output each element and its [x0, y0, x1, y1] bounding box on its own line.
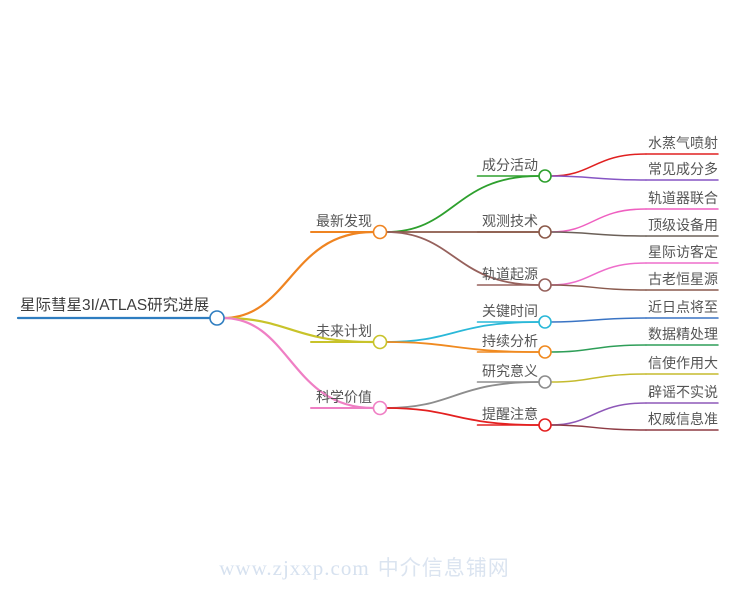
branch-node-label: 最新发现	[316, 213, 372, 229]
leaf-node-label: 古老恒星源	[648, 271, 718, 287]
leaf-node-label: 权威信息准	[648, 411, 718, 427]
edge-branch-to-sub	[385, 321, 540, 343]
sub-node-2[interactable]	[538, 169, 552, 183]
sub-node-10[interactable]	[538, 418, 552, 432]
sub-node-label: 关键时间	[482, 303, 538, 319]
edge-sub-to-leaf	[549, 262, 647, 286]
leaf-node-label: 星际访客定	[648, 244, 718, 260]
leaf-node-label: 轨道器联合	[648, 190, 718, 206]
edge-root-to-branch	[221, 230, 375, 320]
sub-node-4[interactable]	[538, 278, 552, 292]
branch-node-8[interactable]	[372, 400, 388, 416]
leaf-node-label: 水蒸气喷射	[648, 135, 718, 151]
watermark: www.zjxxp.com 中介信息铺网	[0, 552, 729, 582]
branch-node-5[interactable]	[372, 334, 388, 350]
leaf-node-label: 信使作用大	[648, 355, 718, 371]
watermark-cn-text: 中介信息铺网	[377, 557, 510, 580]
edge-sub-to-leaf	[549, 208, 647, 233]
leaf-node-label: 近日点将至	[648, 299, 718, 315]
edge-branch-to-sub	[385, 231, 540, 286]
nodes-layer	[209, 169, 552, 432]
edge-sub-to-leaf	[549, 402, 647, 426]
sub-node-label: 研究意义	[482, 363, 538, 379]
edge-sub-to-leaf	[549, 175, 647, 181]
leaf-node-label: 辟谣不实说	[648, 384, 718, 400]
edges-layer	[16, 153, 719, 431]
edge-sub-to-leaf	[549, 344, 647, 353]
sub-node-label: 成分活动	[482, 157, 538, 173]
sub-node-label: 持续分析	[482, 333, 538, 349]
edge-sub-to-leaf	[549, 153, 647, 177]
sub-node-6[interactable]	[538, 315, 552, 329]
edge-root-to-branch	[221, 316, 375, 344]
edge-branch-to-sub	[385, 381, 540, 409]
edge-sub-to-leaf	[549, 317, 647, 323]
leaf-node-label: 顶级设备用	[648, 217, 718, 233]
sub-node-7[interactable]	[538, 345, 552, 359]
edge-sub-to-leaf	[549, 424, 647, 431]
leaf-node-label: 数据精处理	[648, 326, 718, 342]
sub-node-label: 轨道起源	[482, 266, 538, 282]
edge-sub-to-leaf	[549, 284, 647, 291]
branch-node-label: 科学价值	[316, 389, 372, 405]
edge-sub-to-leaf	[549, 373, 647, 383]
edge-root-to-branch	[221, 316, 375, 410]
sub-node-9[interactable]	[538, 375, 552, 389]
root-node-label: 星际彗星3I/ATLAS研究进展	[20, 297, 210, 314]
root-node[interactable]	[209, 310, 225, 326]
sub-node-label: 提醒注意	[482, 406, 538, 422]
branch-node-label: 未来计划	[316, 323, 372, 339]
edge-branch-to-sub	[385, 175, 540, 233]
edge-sub-to-leaf	[549, 231, 647, 237]
watermark-url: www.zjxxp.com	[219, 556, 370, 580]
leaf-node-label: 常见成分多	[648, 161, 718, 177]
sub-node-label: 观测技术	[482, 213, 538, 229]
branch-node-1[interactable]	[372, 224, 388, 240]
sub-node-3[interactable]	[538, 225, 552, 239]
